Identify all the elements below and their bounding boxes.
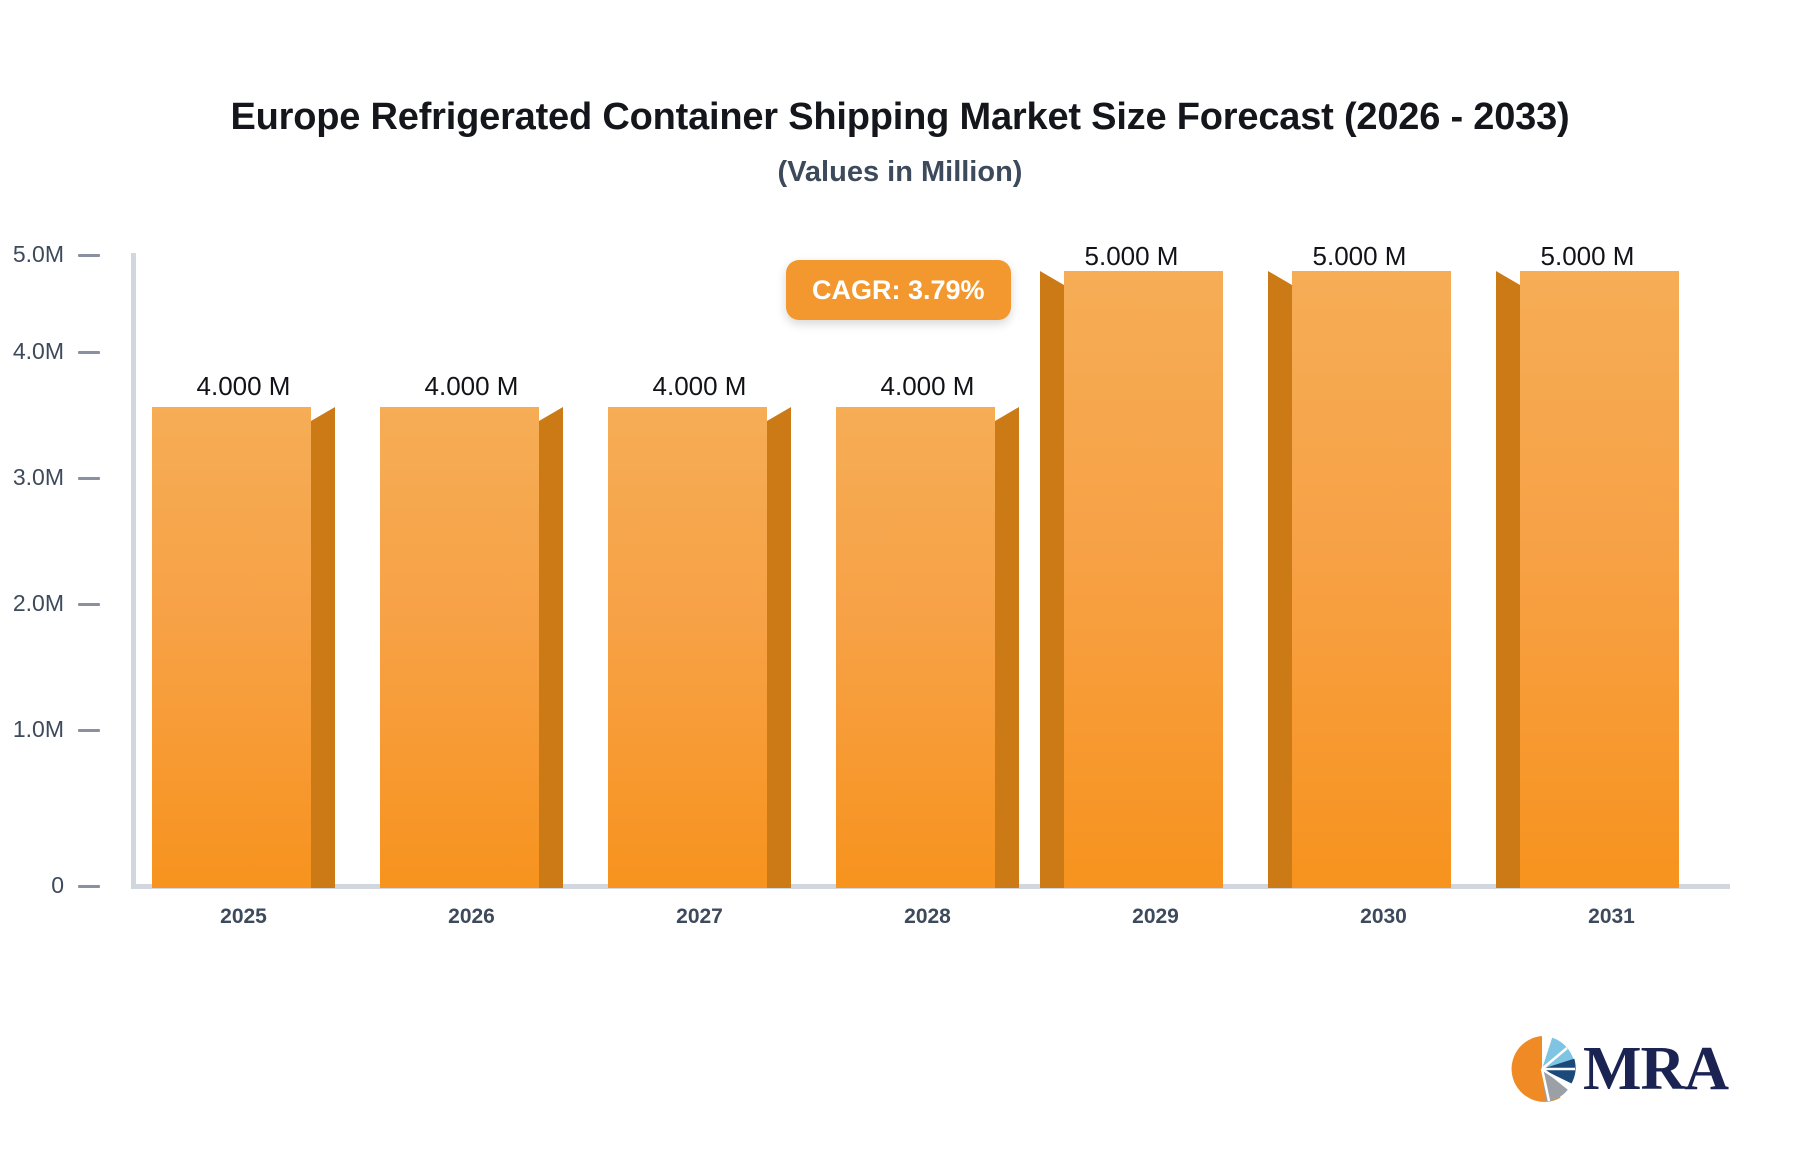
y-axis-tick-label-2: 2.0M	[12, 590, 64, 616]
bar-value-label-2028: 4.000 M	[880, 371, 975, 401]
chart-subtitle: (Values in Million)	[777, 155, 1023, 188]
y-axis-tick-5: 5.0M	[10, 241, 100, 268]
bar-2029[interactable]	[1040, 271, 1223, 888]
tick-dash-icon	[78, 729, 100, 733]
bar-front-face	[1064, 271, 1223, 888]
bar-value-label-2030: 5.000 M	[1312, 241, 1407, 271]
tick-dash-icon	[78, 603, 100, 607]
bar-front-face	[152, 407, 311, 888]
bar-value-label-2025: 4.000 M	[196, 371, 291, 401]
x-axis-tick-2025: 2025	[220, 905, 267, 928]
tick-dash-icon	[78, 351, 100, 355]
bar-side-face	[1040, 271, 1064, 888]
title-block: Europe Refrigerated Container Shipping M…	[0, 96, 1800, 189]
bar-value-label-2027: 4.000 M	[652, 371, 747, 401]
x-axis-tick-2028: 2028	[904, 905, 951, 928]
page-title: Europe Refrigerated Container Shipping M…	[230, 96, 1570, 138]
logo: MRA	[1505, 1032, 1729, 1106]
y-axis-tick-label-0: 0	[51, 872, 64, 898]
logo-text: MRA	[1583, 1035, 1729, 1103]
bar-2028[interactable]	[836, 407, 1019, 888]
bar-side-face	[1268, 271, 1292, 888]
y-axis-tick-3: 3.0M	[10, 464, 100, 491]
bar-2030[interactable]	[1268, 271, 1451, 888]
bar-2031[interactable]	[1496, 271, 1679, 888]
bar-side-face	[539, 407, 563, 888]
y-axis-tick-label-3: 3.0M	[12, 464, 64, 490]
y-axis-tick-2: 2.0M	[10, 590, 100, 617]
cagr-badge: CAGR: 3.79%	[786, 260, 1011, 320]
bar-side-face	[311, 407, 335, 888]
x-axis-tick-2031: 2031	[1588, 905, 1635, 928]
bar-value-label-2029: 5.000 M	[1084, 241, 1179, 271]
y-axis-tick-label-4: 4.0M	[12, 338, 64, 364]
bar-front-face	[836, 407, 995, 888]
tick-dash-icon	[78, 885, 100, 889]
bar-value-label-2026: 4.000 M	[424, 371, 519, 401]
bar-front-face	[1292, 271, 1451, 888]
bar-value-label-2031: 5.000 M	[1540, 241, 1635, 271]
bar-front-face	[380, 407, 539, 888]
x-axis-tick-2030: 2030	[1360, 905, 1407, 928]
bar-side-face	[1496, 271, 1520, 888]
bar-front-face	[608, 407, 767, 888]
x-axis-tick-2026: 2026	[448, 905, 495, 928]
y-axis-tick-label-1: 1.0M	[12, 716, 64, 742]
pie-chart-logo-icon	[1511, 1036, 1576, 1102]
x-axis-tick-2029: 2029	[1132, 905, 1179, 928]
y-axis-tick-4: 4.0M	[10, 338, 100, 365]
bar-2025[interactable]	[152, 407, 335, 888]
tick-dash-icon	[78, 254, 100, 258]
bar-2026[interactable]	[380, 407, 563, 888]
y-axis-tick-label-5: 5.0M	[12, 241, 64, 267]
bar-front-face	[1520, 271, 1679, 888]
bar-side-face	[767, 407, 791, 888]
y-axis-tick-0: 0	[10, 872, 100, 899]
y-axis-spine	[131, 253, 136, 886]
x-axis-tick-2027: 2027	[676, 905, 723, 928]
bar-side-face	[995, 407, 1019, 888]
tick-dash-icon	[78, 477, 100, 481]
y-axis-tick-1: 1.0M	[10, 716, 100, 743]
bar-2027[interactable]	[608, 407, 791, 888]
